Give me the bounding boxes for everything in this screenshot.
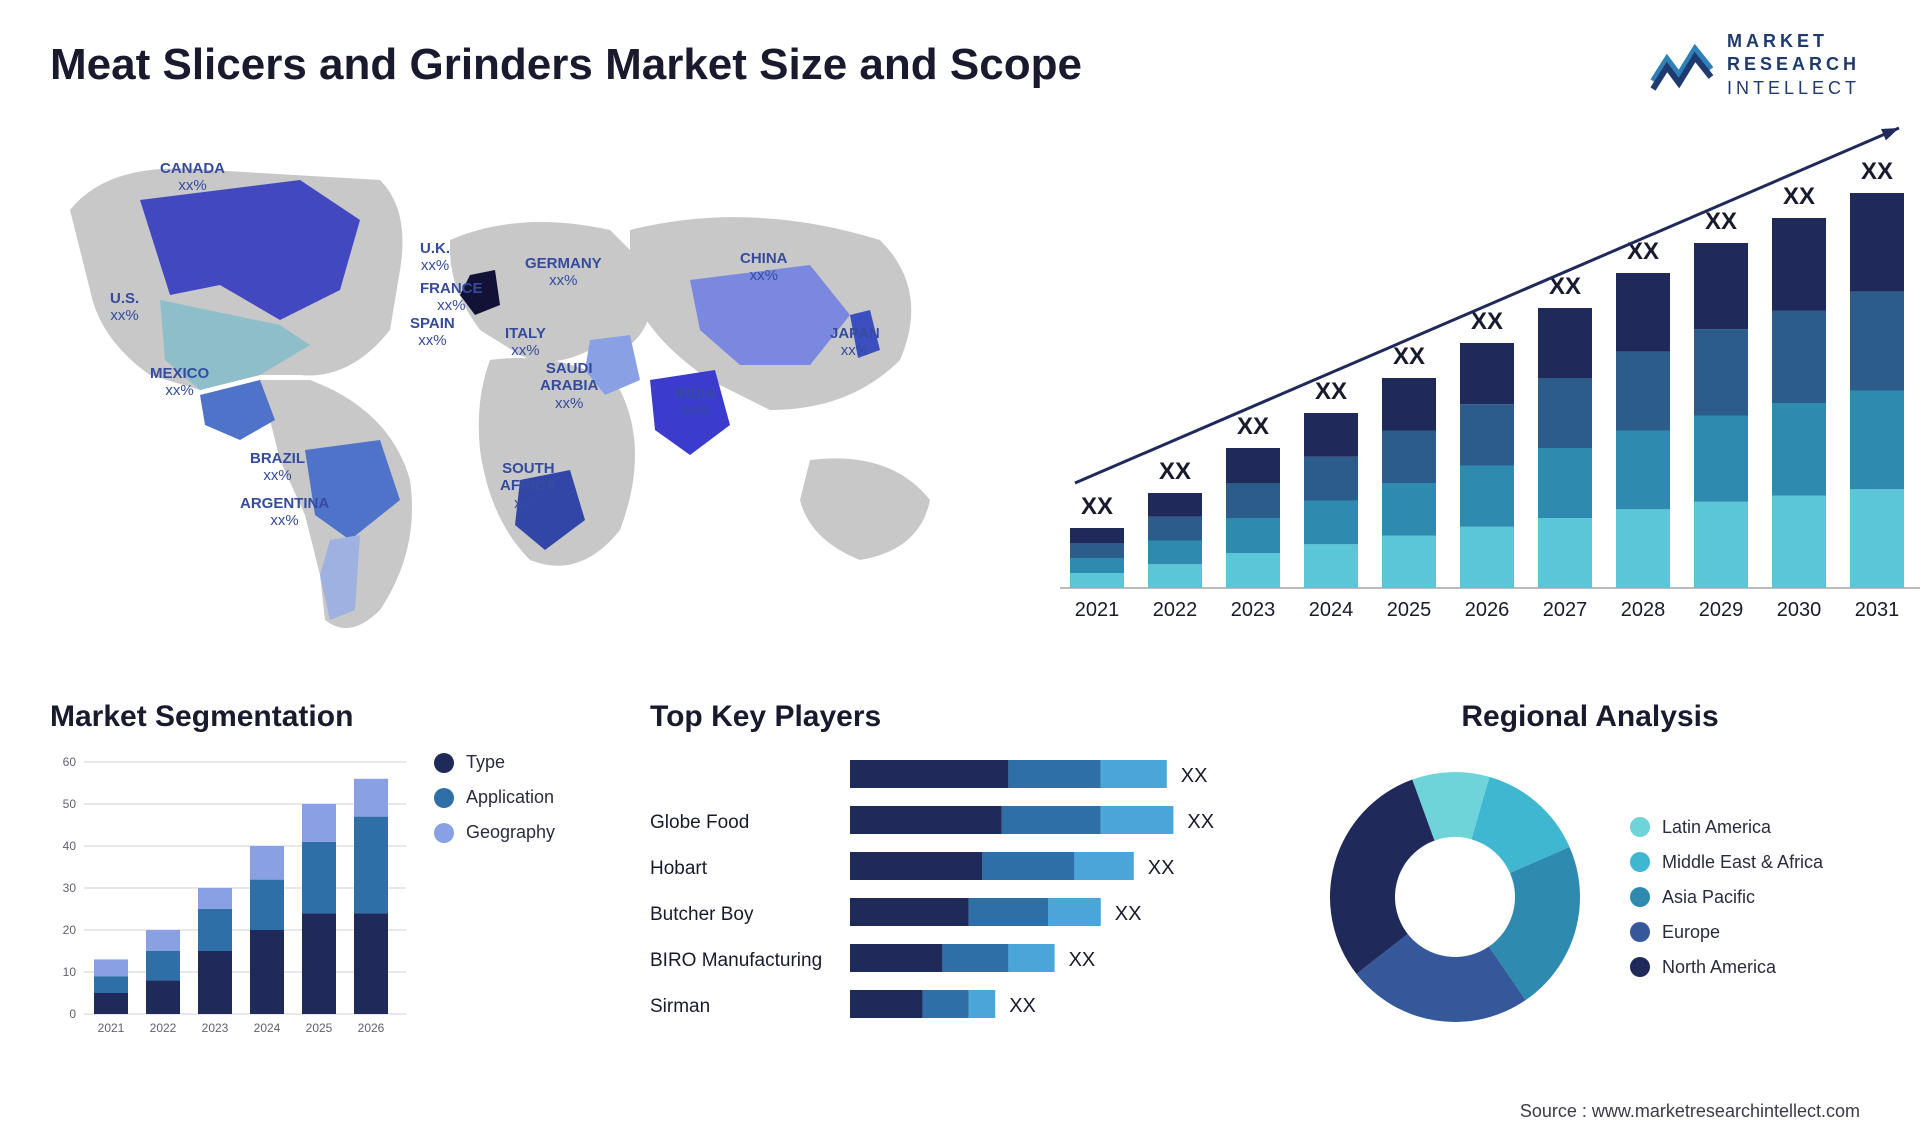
world-map-panel: CANADAxx%U.S.xx%MEXICOxx%BRAZILxx%ARGENT… bbox=[50, 120, 1000, 660]
svg-text:XX: XX bbox=[1705, 208, 1737, 235]
svg-text:XX: XX bbox=[1009, 995, 1036, 1017]
svg-text:XX: XX bbox=[1069, 949, 1096, 971]
svg-text:2024: 2024 bbox=[254, 1021, 281, 1035]
svg-text:2027: 2027 bbox=[1543, 599, 1588, 621]
svg-text:XX: XX bbox=[1181, 765, 1208, 787]
svg-text:Globe Food: Globe Food bbox=[650, 812, 749, 833]
regional-donut bbox=[1310, 752, 1600, 1042]
brand-logo: MARKET RESEARCH INTELLECT bbox=[1649, 30, 1860, 100]
regional-legend: Latin America Middle East & Africa Asia Pa… bbox=[1630, 817, 1823, 978]
players-panel: Top Key Players XX Globe Food XX Hobart XX Bu… bbox=[650, 700, 1270, 1060]
svg-text:2028: 2028 bbox=[1621, 599, 1666, 621]
svg-text:XX: XX bbox=[1783, 183, 1815, 210]
svg-text:BIRO Manufacturing: BIRO Manufacturing bbox=[650, 950, 822, 971]
logo-line1: MARKET bbox=[1727, 30, 1860, 53]
page-title: Meat Slicers and Grinders Market Size an… bbox=[50, 40, 1870, 90]
svg-text:2026: 2026 bbox=[1465, 599, 1510, 621]
svg-text:XX: XX bbox=[1148, 857, 1175, 879]
svg-text:2024: 2024 bbox=[1309, 599, 1354, 621]
svg-text:2022: 2022 bbox=[150, 1021, 177, 1035]
svg-text:XX: XX bbox=[1315, 378, 1347, 405]
svg-text:XX: XX bbox=[1115, 903, 1142, 925]
legend-item: Application bbox=[434, 787, 555, 808]
svg-text:XX: XX bbox=[1393, 343, 1425, 370]
svg-text:2031: 2031 bbox=[1855, 599, 1900, 621]
svg-text:40: 40 bbox=[63, 839, 77, 853]
players-title: Top Key Players bbox=[650, 700, 1270, 734]
svg-text:XX: XX bbox=[1861, 158, 1893, 185]
svg-text:2021: 2021 bbox=[98, 1021, 125, 1035]
svg-text:XX: XX bbox=[1081, 493, 1113, 520]
growth-chart-panel: XX 2021 XX 2022 XX 2023 XX 2024 XX 2025 XX 2026 XX 20… bbox=[1040, 120, 1920, 660]
svg-text:2025: 2025 bbox=[306, 1021, 333, 1035]
svg-text:Butcher Boy: Butcher Boy bbox=[650, 904, 754, 925]
svg-text:0: 0 bbox=[69, 1007, 76, 1021]
svg-text:2029: 2029 bbox=[1699, 599, 1744, 621]
svg-text:XX: XX bbox=[1187, 811, 1214, 833]
svg-text:XX: XX bbox=[1471, 308, 1503, 335]
svg-text:10: 10 bbox=[63, 965, 77, 979]
segmentation-panel: Market Segmentation 0 10 20 30 40 50 60 2021 202… bbox=[50, 700, 610, 1060]
svg-text:2021: 2021 bbox=[1075, 599, 1120, 621]
svg-text:2022: 2022 bbox=[1153, 599, 1198, 621]
segmentation-title: Market Segmentation bbox=[50, 700, 610, 734]
logo-line3: INTELLECT bbox=[1727, 77, 1860, 100]
logo-line2: RESEARCH bbox=[1727, 53, 1860, 76]
svg-text:60: 60 bbox=[63, 755, 77, 769]
svg-text:2026: 2026 bbox=[358, 1021, 385, 1035]
players-chart: XX Globe Food XX Hobart XX Butcher Boy XX BIRO … bbox=[650, 752, 1250, 1052]
svg-text:Hobart: Hobart bbox=[650, 858, 708, 879]
svg-text:2023: 2023 bbox=[202, 1021, 229, 1035]
world-map bbox=[50, 120, 1000, 640]
svg-text:20: 20 bbox=[63, 923, 77, 937]
svg-text:XX: XX bbox=[1237, 413, 1269, 440]
svg-text:XX: XX bbox=[1159, 458, 1191, 485]
segmentation-chart: 0 10 20 30 40 50 60 2021 2022 2023 2024 2025 2026 bbox=[50, 752, 410, 1042]
legend-item: Middle East & Africa bbox=[1630, 852, 1823, 873]
legend-item: Europe bbox=[1630, 922, 1823, 943]
svg-text:2030: 2030 bbox=[1777, 599, 1822, 621]
legend-item: Asia Pacific bbox=[1630, 887, 1823, 908]
regional-title: Regional Analysis bbox=[1310, 700, 1870, 734]
svg-text:Sirman: Sirman bbox=[650, 996, 710, 1017]
segmentation-legend: Type Application Geography bbox=[434, 752, 555, 843]
svg-text:50: 50 bbox=[63, 797, 77, 811]
source-footer: Source : www.marketresearchintellect.com bbox=[1520, 1101, 1860, 1122]
legend-item: North America bbox=[1630, 957, 1823, 978]
regional-panel: Regional Analysis Latin America Middle Ea… bbox=[1310, 700, 1870, 1060]
logo-icon bbox=[1649, 37, 1715, 93]
growth-bar-chart: XX 2021 XX 2022 XX 2023 XX 2024 XX 2025 XX 2026 XX 20… bbox=[1040, 120, 1920, 640]
legend-item: Type bbox=[434, 752, 555, 773]
svg-text:30: 30 bbox=[63, 881, 77, 895]
svg-text:2025: 2025 bbox=[1387, 599, 1432, 621]
legend-item: Geography bbox=[434, 822, 555, 843]
legend-item: Latin America bbox=[1630, 817, 1823, 838]
svg-text:2023: 2023 bbox=[1231, 599, 1276, 621]
